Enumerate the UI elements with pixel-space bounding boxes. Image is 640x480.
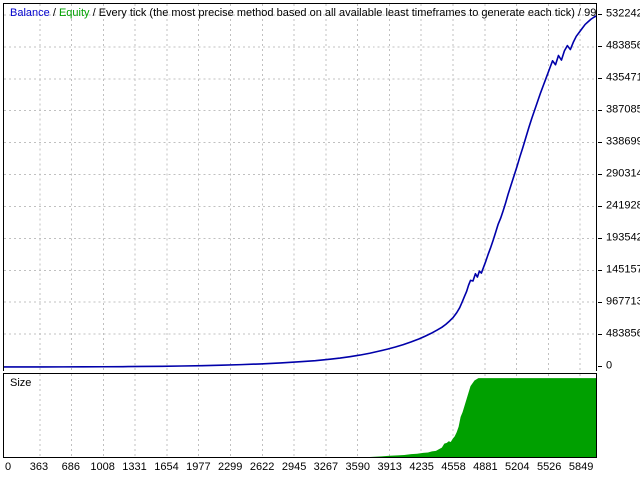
y-axis-tick bbox=[598, 110, 602, 111]
legend-equity-label: Equity bbox=[58, 7, 90, 19]
x-axis-label: 2622 bbox=[249, 461, 275, 473]
y-axis-label: 24192840 bbox=[606, 199, 640, 212]
y-axis-label: 53224249 bbox=[606, 7, 640, 20]
main-gridlines bbox=[4, 4, 596, 371]
y-axis-label: 43547112 bbox=[606, 71, 640, 84]
y-axis-label: 96771362 bbox=[606, 295, 640, 308]
y-axis-label: 19354272 bbox=[606, 231, 640, 244]
legend-separator-2: / bbox=[89, 7, 99, 19]
size-chart-pane: Size bbox=[3, 373, 597, 458]
y-axis-label: 48385680 bbox=[606, 39, 640, 52]
legend-modelling-quality: 99.00% bbox=[584, 7, 597, 19]
x-axis-label: 686 bbox=[61, 461, 80, 473]
y-axis-label: 29031408 bbox=[606, 167, 640, 180]
x-axis-label: 3590 bbox=[345, 461, 371, 473]
x-axis-label: 363 bbox=[29, 461, 49, 473]
x-axis-label: 1008 bbox=[90, 461, 115, 473]
x-axis-label: 3913 bbox=[377, 461, 402, 473]
y-axis-label: 38708544 bbox=[606, 103, 640, 116]
x-axis-label: 2299 bbox=[217, 461, 243, 473]
y-axis-label: 48385681 bbox=[606, 327, 640, 340]
y-axis-tick bbox=[598, 302, 602, 303]
x-axis-label: 5849 bbox=[568, 461, 594, 473]
y-axis: 0 48385681 96771362 14515704 19354272 2419284… bbox=[598, 0, 640, 372]
x-axis-label: 4558 bbox=[441, 461, 466, 473]
y-axis-tick bbox=[598, 14, 602, 15]
y-axis-tick bbox=[598, 206, 602, 207]
y-axis-tick bbox=[598, 334, 602, 335]
x-axis-label: 5526 bbox=[536, 461, 562, 473]
x-axis-label: 1331 bbox=[122, 461, 147, 473]
x-axis-label: 1654 bbox=[154, 461, 179, 473]
x-axis-label: 5204 bbox=[505, 461, 530, 473]
legend-separator-3: / bbox=[574, 7, 585, 19]
y-axis-tick bbox=[598, 142, 602, 143]
y-axis-tick bbox=[598, 270, 602, 271]
legend-separator-1: / bbox=[49, 7, 59, 19]
x-axis-label: 3267 bbox=[313, 461, 339, 473]
x-axis-label: 1977 bbox=[186, 461, 211, 473]
x-axis-label: 0 bbox=[5, 461, 12, 473]
chart-legend: Balance / Equity / Every tick (the most … bbox=[10, 7, 597, 19]
y-axis-label: 0 bbox=[606, 359, 613, 372]
legend-balance-label: Balance bbox=[10, 7, 50, 19]
y-axis-label: 14515704 bbox=[606, 263, 640, 276]
y-axis-label: 33869976 bbox=[606, 135, 640, 148]
y-axis-tick bbox=[598, 78, 602, 79]
x-axis: 0 363 686 1008 1331 1654 1977 2299 2622 2945 3267 3… bbox=[0, 458, 640, 480]
balance-curve bbox=[4, 4, 597, 371]
size-histogram bbox=[369, 378, 596, 457]
x-axis-label: 4881 bbox=[473, 461, 498, 473]
y-axis-tick bbox=[598, 174, 602, 175]
y-axis-tick bbox=[598, 366, 602, 367]
x-axis-label: 2945 bbox=[281, 461, 307, 473]
size-pane-label: Size bbox=[10, 377, 32, 389]
balance-chart-pane: Balance / Equity / Every tick (the most … bbox=[3, 3, 597, 371]
legend-modelling-method: Every tick (the most precise method base… bbox=[98, 7, 575, 19]
x-axis-label: 4235 bbox=[409, 461, 434, 473]
y-axis-tick bbox=[598, 46, 602, 47]
y-axis-tick bbox=[598, 238, 602, 239]
